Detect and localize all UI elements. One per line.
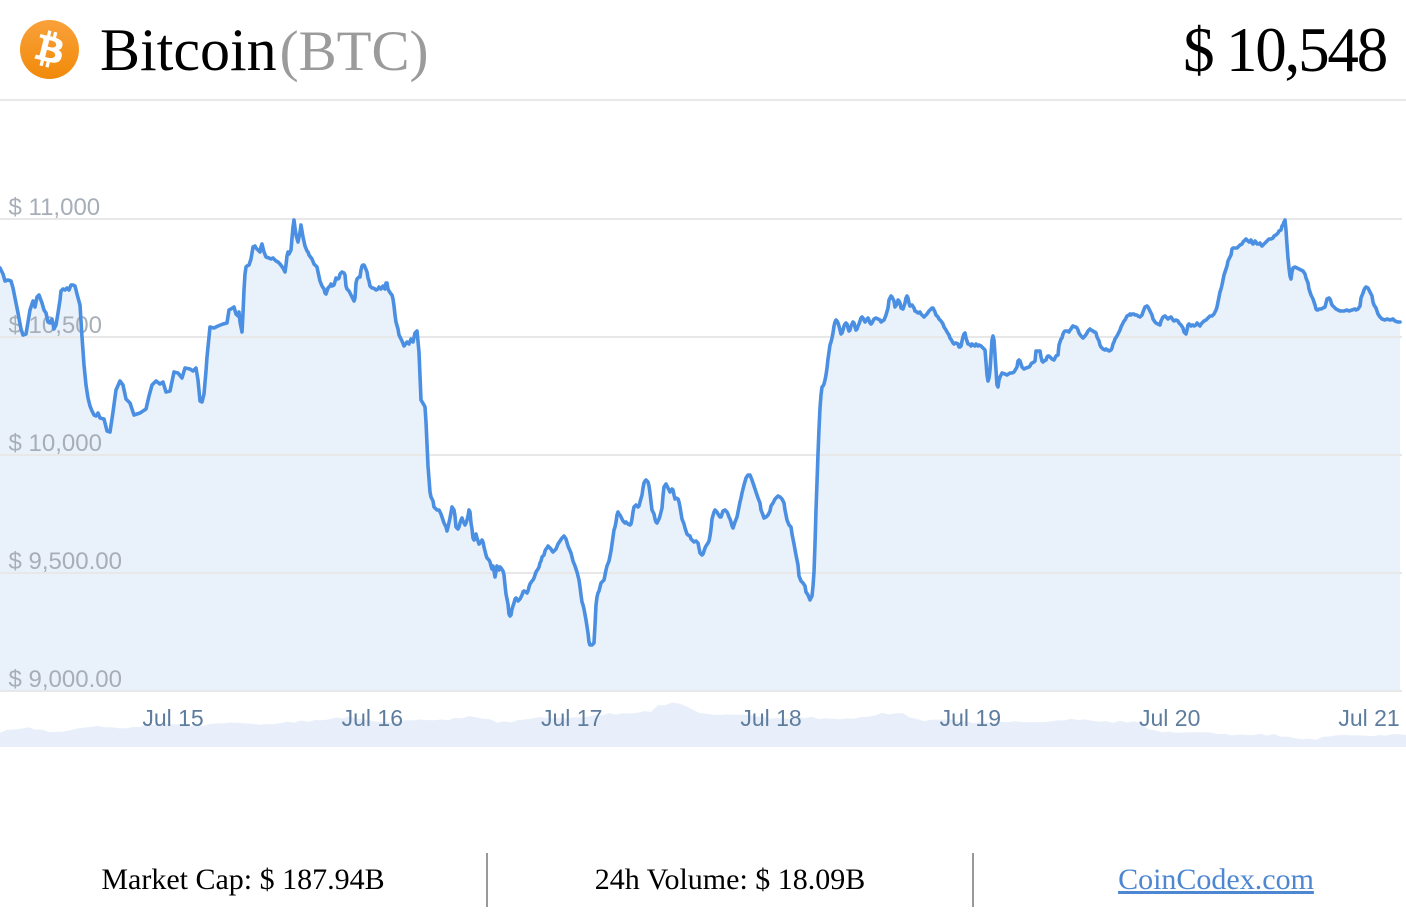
- svg-text:Jul 20: Jul 20: [1139, 705, 1200, 731]
- svg-text:Jul 15: Jul 15: [142, 705, 203, 731]
- svg-text:$ 11,000: $ 11,000: [9, 194, 101, 221]
- svg-text:Jul 16: Jul 16: [342, 705, 403, 731]
- svg-text:$ 9,000.00: $ 9,000.00: [9, 666, 122, 693]
- svg-text:$ 9,500.00: $ 9,500.00: [9, 548, 122, 575]
- svg-text:Jul 17: Jul 17: [541, 705, 602, 731]
- svg-text:Jul 19: Jul 19: [940, 705, 1001, 731]
- svg-text:Jul 18: Jul 18: [740, 705, 801, 731]
- svg-text:Jul 21: Jul 21: [1338, 705, 1399, 731]
- svg-text:$ 10,000: $ 10,000: [9, 430, 102, 457]
